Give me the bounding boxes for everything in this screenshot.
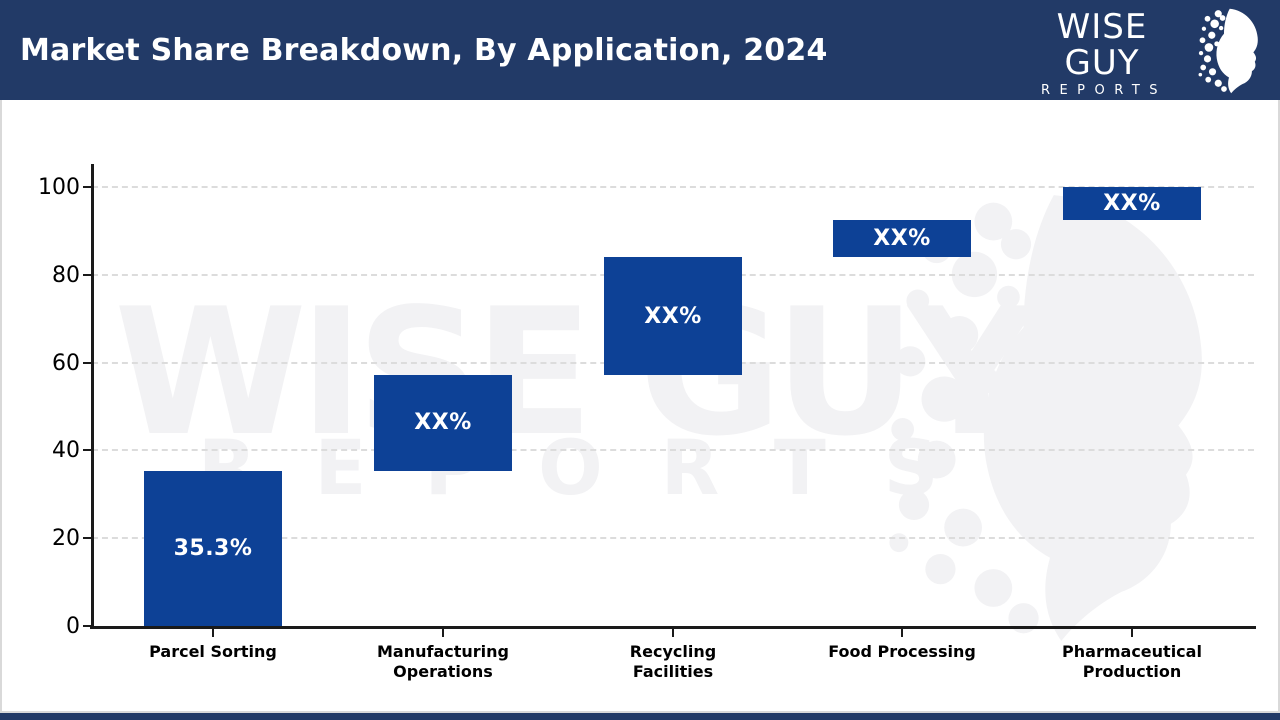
bar-manufacturing-operations: XX% [374, 374, 512, 472]
wise-guy-reports-logo: WISE GUY REPORTS [1016, 6, 1266, 98]
x-axis-tick-mark-2 [672, 628, 674, 637]
category-label-3: Food Processing [828, 642, 976, 661]
y-axis-tick-label-80: 80 [52, 262, 80, 288]
category-label-2: Recycling Facilities [629, 642, 717, 682]
y-axis-tick-mark-80 [83, 273, 92, 276]
waterfall-plot: 0 20 40 60 80 100 35.3% Parcel Sorting XX% Manufa… [2, 100, 1278, 711]
gridline-y-20 [92, 537, 1254, 540]
y-axis-tick-label-20: 20 [52, 526, 80, 552]
chart-area: WISE GUY REPORTS 0 20 40 60 80 100 35.3% Parcel… [0, 100, 1280, 713]
bar-value-label: XX% [873, 226, 931, 252]
bar-value-label: XX% [1103, 190, 1161, 216]
x-axis-tick-mark-1 [442, 628, 444, 637]
bar-food-processing: XX% [833, 219, 971, 258]
y-axis-tick-label-40: 40 [52, 438, 80, 464]
y-axis-tick-label-0: 0 [66, 614, 80, 639]
bar-recycling-facilities: XX% [604, 257, 742, 375]
bar-value-label: 35.3% [173, 536, 253, 561]
footer-bar [0, 713, 1280, 720]
y-axis-tick-label-60: 60 [52, 350, 80, 376]
category-label-1: Manufacturing Operations [377, 642, 509, 682]
logo-head-icon [1192, 8, 1266, 94]
category-label-4: Pharmaceutical Production [1062, 642, 1202, 682]
logo-wordmark-line1: WISE GUY [1056, 7, 1148, 83]
y-axis-tick-mark-100 [83, 186, 92, 188]
y-axis-tick-mark-40 [83, 449, 92, 452]
y-axis-tick-mark-60 [83, 361, 92, 364]
x-axis-tick-mark-0 [212, 628, 214, 637]
bar-pharmaceutical-production: XX% [1063, 187, 1201, 220]
logo-wordmark: WISE GUY REPORTS [1016, 7, 1188, 98]
header-bar: Market Share Breakdown, By Application, … [0, 0, 1280, 100]
page-title: Market Share Breakdown, By Application, … [20, 32, 828, 68]
y-axis-tick-mark-0 [83, 625, 92, 627]
bar-parcel-sorting: 35.3% [144, 471, 282, 626]
bar-value-label: XX% [414, 410, 472, 436]
x-axis-tick-mark-3 [901, 628, 903, 637]
y-axis-tick-label-100: 100 [38, 175, 80, 200]
x-axis-tick-mark-4 [1131, 628, 1133, 637]
y-axis-tick-mark-20 [83, 537, 92, 540]
bar-value-label: XX% [644, 303, 702, 329]
category-label-0: Parcel Sorting [149, 642, 277, 661]
x-axis-line [90, 626, 1256, 629]
gridline-y-100 [92, 186, 1254, 188]
logo-wordmark-line2: REPORTS [1040, 82, 1168, 98]
y-axis-line [91, 164, 94, 628]
gridline-y-40 [92, 449, 1254, 452]
